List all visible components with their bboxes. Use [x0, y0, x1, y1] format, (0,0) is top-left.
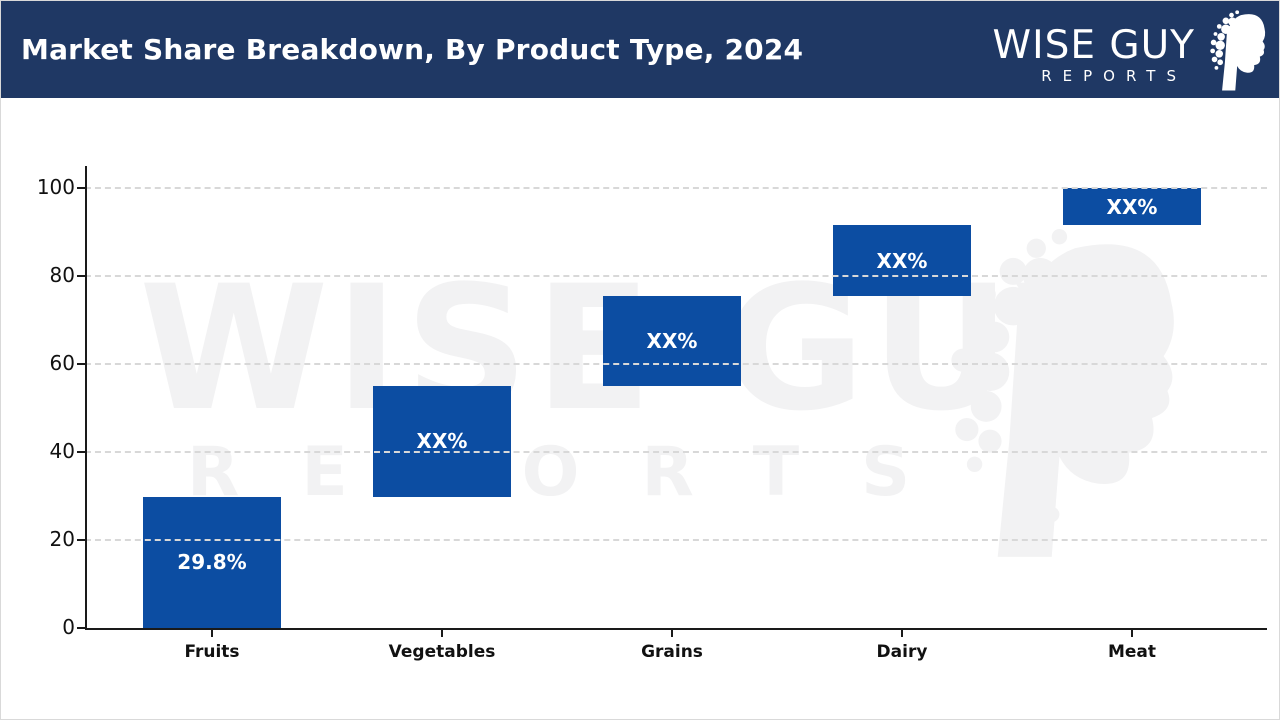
bar [1063, 188, 1201, 226]
bar [833, 225, 971, 296]
x-tick-mark [441, 630, 443, 637]
bar [143, 496, 281, 628]
y-tick-mark [77, 187, 85, 189]
bar [603, 295, 741, 386]
gridline [85, 187, 1267, 189]
gridline [85, 275, 1267, 277]
y-axis [85, 166, 87, 630]
y-tick-mark [77, 275, 85, 277]
x-tick-label: Grains [641, 642, 703, 662]
x-tick-mark [211, 630, 213, 637]
y-tick-label: 40 [49, 439, 75, 463]
y-tick-label: 20 [49, 527, 75, 551]
gridline [85, 363, 1267, 365]
bar-label: XX% [876, 248, 928, 273]
brand-logo: WISE GUY REPORTS [973, 5, 1273, 95]
bar-label: 29.8% [177, 550, 247, 575]
x-tick-label: Dairy [876, 642, 928, 662]
brand-head-icon [1210, 10, 1266, 91]
y-tick-mark [77, 627, 85, 629]
x-tick-label: Vegetables [388, 642, 496, 662]
x-tick-mark [1131, 630, 1133, 637]
x-tick-label: Meat [1107, 642, 1157, 662]
y-tick-label: 80 [49, 263, 75, 287]
x-tick-mark [901, 630, 903, 637]
y-tick-label: 0 [62, 615, 75, 639]
y-tick-mark [77, 451, 85, 453]
bar-label: XX% [646, 328, 698, 353]
gridline [85, 539, 1267, 541]
y-tick-mark [77, 363, 85, 365]
x-axis [85, 628, 1267, 630]
bar [373, 386, 511, 497]
brand-reports-label: REPORTS [1041, 67, 1187, 85]
y-tick-label: 100 [36, 175, 75, 199]
bar-label: XX% [1106, 194, 1158, 219]
y-tick-label: 60 [49, 351, 75, 375]
x-tick-label: Fruits [184, 642, 240, 662]
page-title: Market Share Breakdown, By Product Type,… [21, 33, 804, 66]
y-tick-mark [77, 539, 85, 541]
x-tick-mark [671, 630, 673, 637]
header: Market Share Breakdown, By Product Type,… [1, 1, 1279, 98]
bar-label: XX% [416, 429, 468, 454]
gridline [85, 451, 1267, 453]
brand-wordmark: WISE GUY [992, 23, 1195, 68]
